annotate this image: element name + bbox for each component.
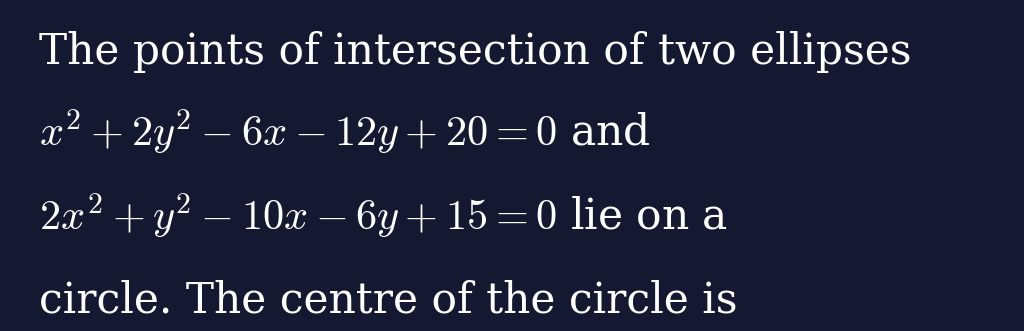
Text: circle. The centre of the circle is: circle. The centre of the circle is bbox=[39, 280, 737, 322]
Text: $2x^2 + y^2 - 10x - 6y + 15 = 0$ lie on a: $2x^2 + y^2 - 10x - 6y + 15 = 0$ lie on … bbox=[39, 191, 728, 240]
Text: $x^2 + 2y^2 - 6x - 12y + 20 = 0$ and: $x^2 + 2y^2 - 6x - 12y + 20 = 0$ and bbox=[39, 107, 650, 156]
Text: The points of intersection of two ellipses: The points of intersection of two ellips… bbox=[39, 31, 911, 73]
